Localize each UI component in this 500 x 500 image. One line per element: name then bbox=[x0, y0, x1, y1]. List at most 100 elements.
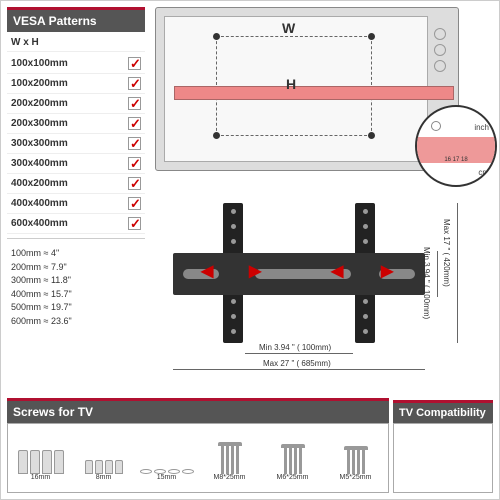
vesa-check: ✓ bbox=[124, 94, 145, 114]
vesa-check: ✓ bbox=[124, 134, 145, 154]
checkmark-icon: ✓ bbox=[130, 76, 141, 92]
screw-icon bbox=[357, 450, 360, 474]
checkmark-icon: ✓ bbox=[130, 96, 141, 112]
compat-body bbox=[393, 423, 493, 493]
compat-header: TV Compatibility bbox=[393, 400, 493, 423]
divider bbox=[7, 238, 145, 239]
vesa-check: ✓ bbox=[124, 114, 145, 134]
screw-label: M6*25mm bbox=[277, 474, 309, 481]
screw-label: 15mm bbox=[157, 474, 176, 481]
vesa-check: ✓ bbox=[124, 54, 145, 74]
screw-icon bbox=[294, 448, 297, 474]
vesa-row: 300x300mm ✓ bbox=[7, 134, 145, 154]
screw-label: M8*25mm bbox=[214, 474, 246, 481]
vesa-row: 200x300mm ✓ bbox=[7, 114, 145, 134]
vesa-check: ✓ bbox=[124, 214, 145, 234]
min-width-label: Min 3.94 " ( 100mm) bbox=[259, 343, 331, 352]
tv-back: W H bbox=[155, 7, 459, 171]
vesa-rows: 100x100mm✓100x200mm✓200x200mm✓200x300mm✓… bbox=[7, 54, 145, 234]
screw-icon bbox=[284, 448, 287, 474]
vesa-row: 400x400mm ✓ bbox=[7, 194, 145, 214]
spacer-sm-icon bbox=[85, 460, 93, 474]
vesa-check: ✓ bbox=[124, 154, 145, 174]
checkmark-icon: ✓ bbox=[130, 136, 141, 152]
tape-measure-icon bbox=[174, 86, 454, 100]
screw-icons bbox=[347, 436, 365, 474]
screw-group: M8*25mm bbox=[201, 436, 258, 481]
conversion-item: 500mm ≈ 19.7" bbox=[11, 301, 145, 315]
screw-icon bbox=[231, 446, 234, 474]
checkmark-icon: ✓ bbox=[130, 216, 141, 232]
checkbox-icon: ✓ bbox=[128, 157, 141, 170]
screws-section: Screws for TV 16mm 8mm 15mm M8*25mm M6*25mm M… bbox=[7, 398, 389, 493]
checkmark-icon: ✓ bbox=[130, 176, 141, 192]
checkmark-icon: ✓ bbox=[130, 196, 141, 212]
conversion-item: 200mm ≈ 7.9" bbox=[11, 261, 145, 275]
screw-icon bbox=[352, 450, 355, 474]
spacer-sm-icon bbox=[115, 460, 123, 474]
vesa-table: W x H bbox=[7, 34, 145, 52]
conversion-item: 400mm ≈ 15.7" bbox=[11, 288, 145, 302]
screw-icons bbox=[221, 436, 239, 474]
vesa-size: 400x400mm bbox=[7, 194, 124, 214]
vesa-header: VESA Patterns bbox=[7, 7, 145, 32]
screw-group: 16mm bbox=[12, 436, 69, 481]
screw-icon bbox=[226, 446, 229, 474]
magnifier-icon: 16 17 18 inch cm bbox=[415, 105, 497, 187]
screw-icon bbox=[362, 450, 365, 474]
spacer-sm-icon bbox=[105, 460, 113, 474]
spacer-lg-icon bbox=[30, 450, 40, 474]
screw-icons bbox=[18, 436, 64, 474]
arrow-left-icon: ◀ bbox=[331, 261, 343, 281]
vesa-row: 200x200mm✓ bbox=[7, 94, 145, 114]
screw-label: M5*25mm bbox=[340, 474, 372, 481]
conversion-item: 100mm ≈ 4" bbox=[11, 247, 145, 261]
arrow-left-icon: ◀ bbox=[201, 261, 213, 281]
checkbox-icon: ✓ bbox=[128, 217, 141, 230]
vesa-row: 400x200mm ✓ bbox=[7, 174, 145, 194]
wh-label: W x H bbox=[7, 34, 120, 52]
vesa-size: 600x400mm bbox=[7, 214, 124, 234]
vesa-size: 100x200mm bbox=[7, 74, 124, 94]
checkmark-icon: ✓ bbox=[130, 156, 141, 172]
tv-measurement-diagram: W H 16 17 18 inch cm bbox=[155, 7, 491, 181]
vesa-size: 400x200mm bbox=[7, 174, 124, 194]
screw-icon bbox=[299, 448, 302, 474]
arrow-right-icon: ▶ bbox=[249, 261, 261, 281]
bracket-diagram: ◀ ▶ ◀ ▶ Min 3.94 " ( 100mm) Max 27 " ( 6… bbox=[169, 201, 469, 381]
checkbox-icon: ✓ bbox=[128, 197, 141, 210]
screw-icon bbox=[221, 446, 224, 474]
checkmark-icon: ✓ bbox=[130, 116, 141, 132]
screw-icons bbox=[140, 436, 194, 474]
spacer-lg-icon bbox=[18, 450, 28, 474]
checkbox-icon: ✓ bbox=[128, 97, 141, 110]
vesa-check: ✓ bbox=[124, 174, 145, 194]
screws-header: Screws for TV bbox=[7, 398, 389, 423]
screw-group: M6*25mm bbox=[264, 436, 321, 481]
vesa-row: 100x200mm ✓ bbox=[7, 74, 145, 94]
checkbox-icon: ✓ bbox=[128, 177, 141, 190]
checkbox-icon: ✓ bbox=[128, 117, 141, 130]
conversion-item: 600mm ≈ 23.6" bbox=[11, 315, 145, 329]
arrow-right-icon: ▶ bbox=[381, 261, 393, 281]
checkbox-icon: ✓ bbox=[128, 77, 141, 90]
screw-icon bbox=[236, 446, 239, 474]
vesa-row: 600x400mm ✓ bbox=[7, 214, 145, 234]
spacer-sm-icon bbox=[95, 460, 103, 474]
vesa-size: 200x300mm bbox=[7, 114, 124, 134]
min-height-label: Min 3.94 " ( 100mm) bbox=[422, 247, 431, 319]
max-width-label: Max 27 " ( 685mm) bbox=[263, 359, 331, 368]
screw-label: 8mm bbox=[96, 474, 112, 481]
vesa-size: 300x400mm bbox=[7, 154, 124, 174]
screw-icon bbox=[347, 450, 350, 474]
vesa-row: 300x400mm ✓ bbox=[7, 154, 145, 174]
screw-group: 8mm bbox=[75, 436, 132, 481]
height-label: H bbox=[286, 76, 296, 92]
checkbox-icon: ✓ bbox=[128, 57, 141, 70]
vesa-check: ✓ bbox=[124, 194, 145, 214]
washer-icon bbox=[140, 469, 152, 474]
vesa-size: 300x300mm bbox=[7, 134, 124, 154]
conversion-item: 300mm ≈ 11.8" bbox=[11, 274, 145, 288]
compat-section: TV Compatibility bbox=[393, 400, 493, 493]
screw-label: 16mm bbox=[31, 474, 50, 481]
